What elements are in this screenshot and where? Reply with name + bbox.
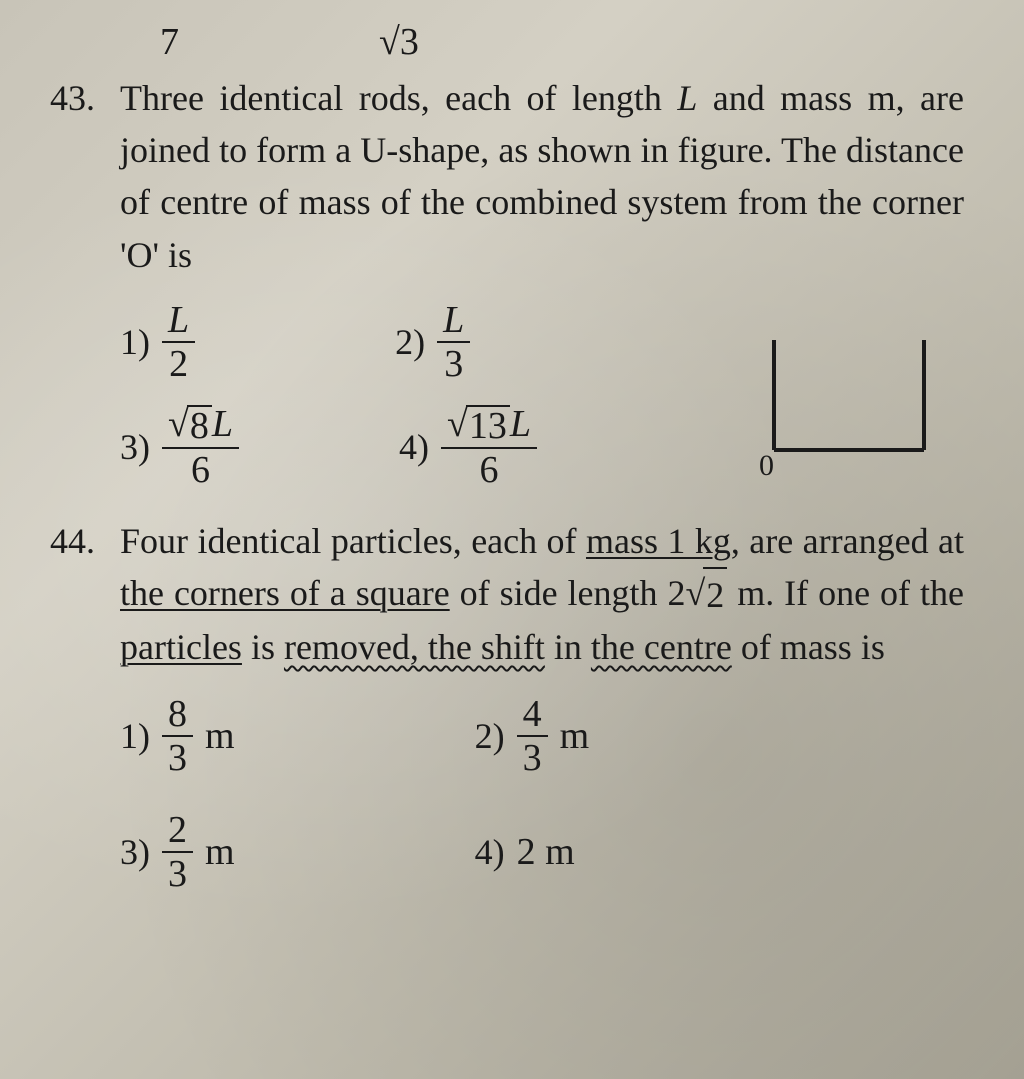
partial-left: 7 xyxy=(160,20,179,64)
sqrt-sign-icon: √ xyxy=(447,405,468,443)
q43-opt2-num: 2) xyxy=(395,321,425,363)
question-44-number: 44. xyxy=(50,515,95,567)
q43-text-part1: Three identical rods, each of length xyxy=(120,78,677,118)
q43-option-4: 4) √ 13 L 6 xyxy=(399,403,537,491)
q44-opt1-num: 1) xyxy=(120,715,150,757)
q43-opt1-denominator: 2 xyxy=(163,343,194,385)
q44-p13: of mass is xyxy=(732,627,885,667)
q44-opt2-num: 2) xyxy=(475,715,505,757)
q44-sqrt: √2 xyxy=(686,567,728,621)
q44-opt2-numerator: 4 xyxy=(517,693,548,737)
q43-opt4-numerator: √ 13 L xyxy=(441,403,537,449)
q44-p5: of side length 2 xyxy=(450,573,686,613)
question-43-text: 43. Three identical rods, each of length… xyxy=(40,72,984,281)
q43-option-3: 3) √ 8 L 6 xyxy=(120,403,239,491)
q44-opt4-num: 4) xyxy=(475,831,505,873)
q44-opt1-denominator: 3 xyxy=(162,737,193,779)
sqrt-sign-icon: √ xyxy=(168,405,189,443)
q44-sqrt-val: 2 xyxy=(703,567,727,621)
q44-p2: mass 1 kg xyxy=(586,521,731,561)
q43-opt3-sqrt: √ 8 xyxy=(168,405,212,445)
q44-opt3-numerator: 2 xyxy=(162,809,193,853)
q43-opt3-fraction: √ 8 L 6 xyxy=(162,403,239,491)
q44-options-row2: 3) 2 3 m 4) 2 m xyxy=(40,809,984,895)
q43-opt1-num: 1) xyxy=(120,321,150,363)
q43-opt1-numerator: L xyxy=(162,299,195,343)
q43-opt3-num: 3) xyxy=(120,426,150,468)
q44-option-1: 1) 8 3 m xyxy=(120,693,235,779)
q43-opt4-fraction: √ 13 L 6 xyxy=(441,403,537,491)
q44-opt3-unit: m xyxy=(205,830,235,874)
q43-opt3-denominator: 6 xyxy=(185,449,216,491)
partial-right: √3 xyxy=(379,20,419,64)
q43-opt3-after: L xyxy=(212,403,233,445)
q44-opt1-numerator: 8 xyxy=(162,693,193,737)
q44-p3: , are arranged at xyxy=(731,521,964,561)
q44-opt2-denominator: 3 xyxy=(517,737,548,779)
q44-p9: is xyxy=(242,627,284,667)
question-44: 44. Four identical particles, each of ma… xyxy=(40,515,984,896)
q43-opt2-numerator: L xyxy=(437,299,470,343)
q43-opt4-sqrt: √ 13 xyxy=(447,405,510,445)
partial-previous-content: 7 √3 xyxy=(40,20,984,64)
page-content: 7 √3 43. Three identical rods, each of l… xyxy=(40,20,984,895)
figure-origin-label: 0 xyxy=(759,449,774,480)
q43-opt4-num: 4) xyxy=(399,426,429,468)
q43-opt4-denominator: 6 xyxy=(474,449,505,491)
q44-option-4: 4) 2 m xyxy=(475,809,575,895)
q44-options-row1: 1) 8 3 m 2) 4 3 m xyxy=(40,693,984,779)
u-shape-figure: 0 xyxy=(754,330,944,480)
q43-opt3-numerator: √ 8 L xyxy=(162,403,239,449)
q44-opt3-num: 3) xyxy=(120,831,150,873)
q44-opt3-fraction: 2 3 xyxy=(162,809,193,895)
q44-opt2-fraction: 4 3 xyxy=(517,693,548,779)
q43-opt1-fraction: L 2 xyxy=(162,299,195,385)
question-44-text: 44. Four identical particles, each of ma… xyxy=(40,515,984,674)
q44-opt4-val: 2 m xyxy=(517,830,575,874)
q44-opt3-denominator: 3 xyxy=(162,853,193,895)
question-43-number: 43. xyxy=(50,72,95,124)
q44-p4: the corners of a square xyxy=(120,573,450,613)
q44-p12: the centre xyxy=(591,627,732,667)
q44-p11: in xyxy=(545,627,591,667)
q44-opt1-fraction: 8 3 xyxy=(162,693,193,779)
q44-p8: particles xyxy=(120,627,242,667)
q43-opt4-after: L xyxy=(510,403,531,445)
q43-opt2-fraction: L 3 xyxy=(437,299,470,385)
q43-opt2-denominator: 3 xyxy=(438,343,469,385)
q43-variable-L: L xyxy=(677,78,697,118)
q44-option-3: 3) 2 3 m xyxy=(120,809,235,895)
q43-opt3-sqrt-val: 8 xyxy=(187,405,212,445)
q44-option-2: 2) 4 3 m xyxy=(475,693,590,779)
q43-opt4-sqrt-val: 13 xyxy=(466,405,510,445)
question-43: 43. Three identical rods, each of length… xyxy=(40,72,984,491)
q44-p10: removed, the shift xyxy=(284,627,545,667)
q43-option-2: 2) L 3 xyxy=(395,299,470,385)
q44-opt1-unit: m xyxy=(205,714,235,758)
q44-p1: Four identical particles, each of xyxy=(120,521,586,561)
q43-option-1: 1) L 2 xyxy=(120,299,195,385)
q44-p7: m. If one of the xyxy=(727,573,964,613)
q44-opt2-unit: m xyxy=(560,714,590,758)
